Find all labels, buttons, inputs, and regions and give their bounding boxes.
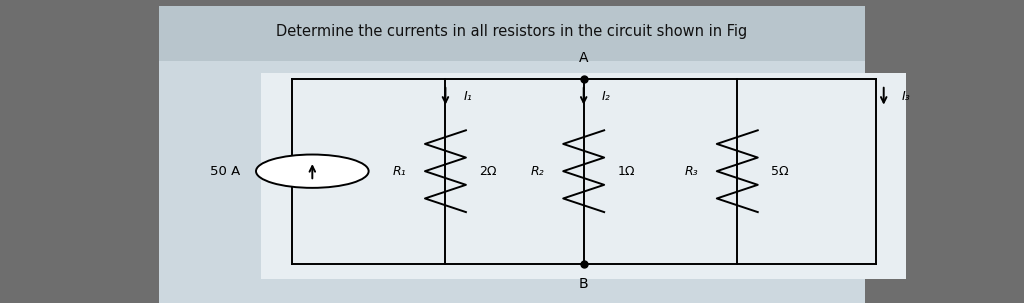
FancyBboxPatch shape [261,73,906,279]
Text: 50 A: 50 A [210,165,241,178]
Text: I₂: I₂ [602,90,611,103]
Circle shape [256,155,369,188]
Text: 5Ω: 5Ω [771,165,788,178]
Text: I₁: I₁ [464,90,473,103]
Text: R₂: R₂ [531,165,545,178]
Text: 2Ω: 2Ω [479,165,497,178]
FancyBboxPatch shape [159,6,865,67]
Text: R₁: R₁ [393,165,407,178]
Text: I₃: I₃ [902,90,911,103]
Text: R₃: R₃ [685,165,698,178]
Text: A: A [579,51,589,65]
Text: 1Ω: 1Ω [617,165,635,178]
Text: B: B [579,277,589,291]
Text: Determine the currents in all resistors in the circuit shown in Fig: Determine the currents in all resistors … [276,24,748,39]
FancyBboxPatch shape [159,61,865,303]
